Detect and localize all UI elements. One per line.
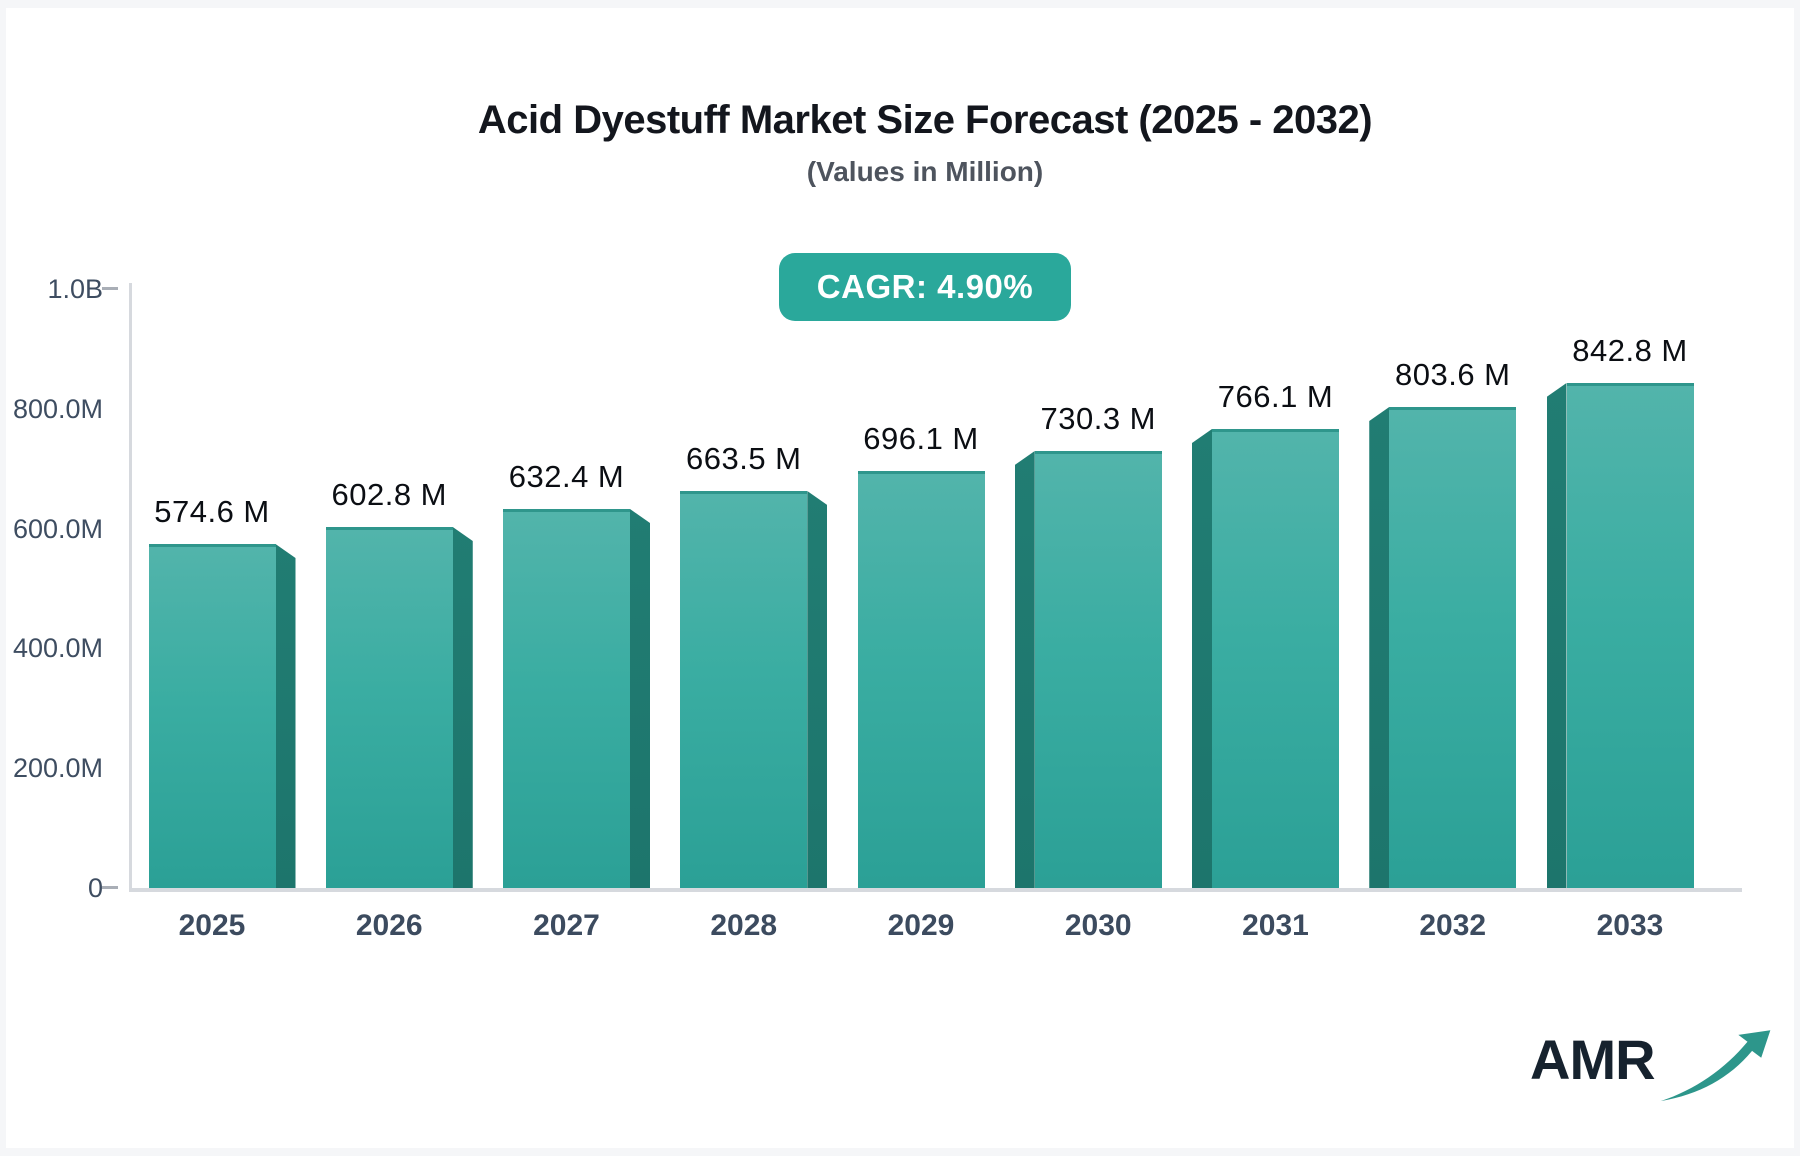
bar-2032[interactable] <box>1389 407 1517 888</box>
y-axis-tick-label: 200.0M <box>12 753 103 784</box>
bar-3d-side-2026 <box>452 527 473 888</box>
growth-arrow-icon <box>1660 1030 1771 1102</box>
bar-2031[interactable] <box>1212 429 1339 888</box>
bar-2033[interactable] <box>1566 383 1694 888</box>
chart-subtitle: (Values in Million) <box>806 156 1044 187</box>
bar-value-label: 602.8 M <box>331 477 447 512</box>
cagr-badge: CAGR: 4.90% <box>778 253 1072 321</box>
bar-3d-side-2030 <box>1014 451 1035 888</box>
bar-value-label: 632.4 M <box>508 459 625 494</box>
x-axis-year-label: 2026 <box>355 909 423 942</box>
bar-value-label: 842.8 M <box>1572 333 1688 368</box>
bar-value-label: 574.6 M <box>154 494 270 529</box>
chart-header: Acid Dyestuff Market Size Forecast (2025… <box>31 96 1800 321</box>
bar-value-label: 663.5 M <box>685 441 802 476</box>
bar-value-label: 803.6 M <box>1394 357 1511 392</box>
bar-3d-side-2028 <box>807 491 828 888</box>
bar-2028[interactable] <box>680 491 808 888</box>
y-axis-line <box>129 283 132 892</box>
y-axis-tick-mark <box>102 287 118 290</box>
y-axis-tick-label: 0 <box>87 873 103 903</box>
bar-3d-side-2032 <box>1369 407 1390 888</box>
x-axis-year-label: 2025 <box>178 909 246 942</box>
x-axis-year-label: 2029 <box>887 909 955 942</box>
bar-chart-plot-area: 0 200.0M 400.0M 600.0M 800.0M 1.0B 574.6 M 2025… <box>6 8 1794 1148</box>
y-axis-tick-label: 800.0M <box>12 393 103 424</box>
bar-3d-side-2025 <box>275 544 296 888</box>
bar-2029[interactable] <box>857 471 985 888</box>
y-axis-tick-mark <box>102 886 118 889</box>
x-axis-year-label: 2031 <box>1242 909 1309 942</box>
x-axis-baseline <box>129 888 1742 892</box>
y-axis-tick-label: 1.0B <box>47 274 103 304</box>
bar-value-label: 730.3 M <box>1040 401 1156 436</box>
chart-title: Acid Dyestuff Market Size Forecast (2025… <box>477 98 1373 142</box>
bar-2030[interactable] <box>1034 451 1162 888</box>
bar-2027[interactable] <box>503 509 630 888</box>
amr-logo: AMR <box>1530 1028 1771 1120</box>
amr-logo-text: AMR <box>1530 1028 1656 1091</box>
chart-card: Acid Dyestuff Market Size Forecast (2025… <box>6 8 1794 1148</box>
y-axis-tick-label: 400.0M <box>12 633 103 664</box>
x-axis-year-label: 2028 <box>710 909 778 942</box>
bar-3d-side-2031 <box>1192 429 1212 888</box>
x-axis-year-label: 2027 <box>533 909 600 942</box>
bar-3d-side-2027 <box>630 509 650 888</box>
x-axis-year-label: 2032 <box>1419 909 1487 942</box>
bar-2025[interactable] <box>148 544 276 888</box>
bar-2026[interactable] <box>325 527 453 888</box>
bar-value-label: 766.1 M <box>1217 379 1334 414</box>
y-axis-tick-label: 600.0M <box>12 513 103 544</box>
bar-3d-side-2033 <box>1546 383 1567 888</box>
x-axis-year-label: 2033 <box>1596 909 1664 942</box>
x-axis-year-label: 2030 <box>1064 909 1132 942</box>
bar-value-label: 696.1 M <box>863 421 979 456</box>
